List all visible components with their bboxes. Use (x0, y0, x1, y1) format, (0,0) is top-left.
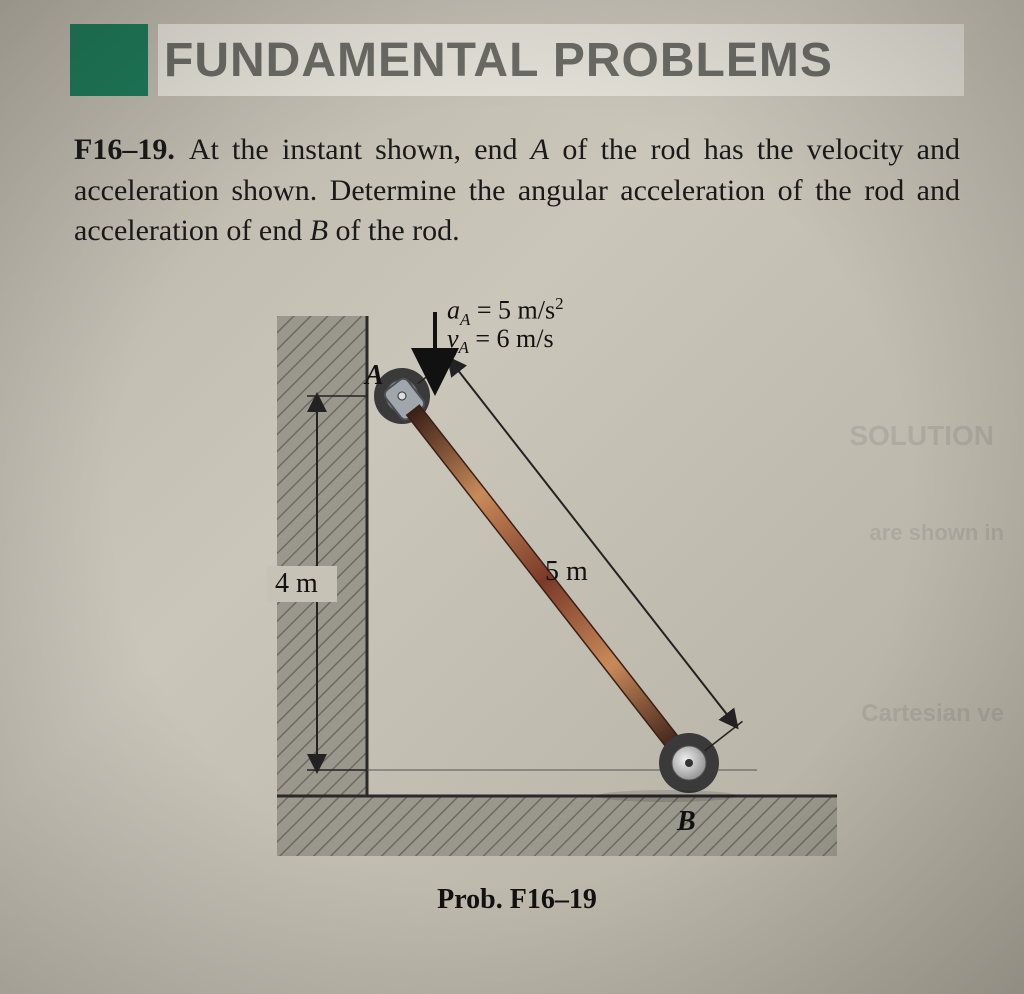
label-B: B (677, 806, 696, 838)
banner-title-text: FUNDAMENTAL PROBLEMS (164, 33, 833, 88)
aA-sup: 2 (555, 294, 563, 313)
banner-accent-block (70, 24, 148, 96)
dim-rod-group (418, 354, 743, 751)
dim-rod-ext-b (705, 721, 743, 751)
label-A: A (365, 360, 384, 392)
var-B: B (310, 214, 328, 247)
wheel-b-axle (685, 759, 693, 767)
problem-text-3: of the rod. (328, 214, 460, 247)
banner-gap (148, 24, 158, 96)
problem-text-1: At the instant shown, end (189, 133, 531, 166)
ghost-2: are shown in (870, 520, 1004, 546)
wheel-b-group (659, 733, 719, 793)
dim-wall-label: 4 m (275, 568, 318, 600)
section-banner: FUNDAMENTAL PROBLEMS (70, 24, 964, 96)
given-vA: vA = 6 m/s (447, 324, 554, 358)
floor-hatch (277, 796, 837, 856)
problem-statement: F16–19. At the instant shown, end A of th… (70, 130, 964, 252)
ghost-3: Cartesian ve (861, 700, 1004, 728)
problem-number: F16–19. (74, 133, 175, 166)
figure-caption: Prob. F16–19 (70, 884, 964, 916)
dim-rod-line (449, 359, 736, 726)
page: FUNDAMENTAL PROBLEMS F16–19. At the insta… (0, 0, 1024, 994)
wall-hatch (277, 316, 367, 796)
var-A: A (531, 133, 549, 166)
vA-sym: v (447, 324, 459, 353)
figure: aA = 5 m/s2 vA = 6 m/s A B 4 m 5 m (197, 276, 837, 866)
vA-sub: A (459, 338, 469, 357)
shadow-b (597, 790, 737, 802)
aA-sym: a (447, 295, 460, 324)
aA-eq: = 5 m/s (470, 295, 555, 324)
vA-eq: = 6 m/s (469, 324, 554, 353)
banner-title-wrap: FUNDAMENTAL PROBLEMS (158, 24, 964, 96)
ghost-1: SOLUTION (849, 420, 994, 452)
dim-rod-label: 5 m (545, 556, 588, 588)
